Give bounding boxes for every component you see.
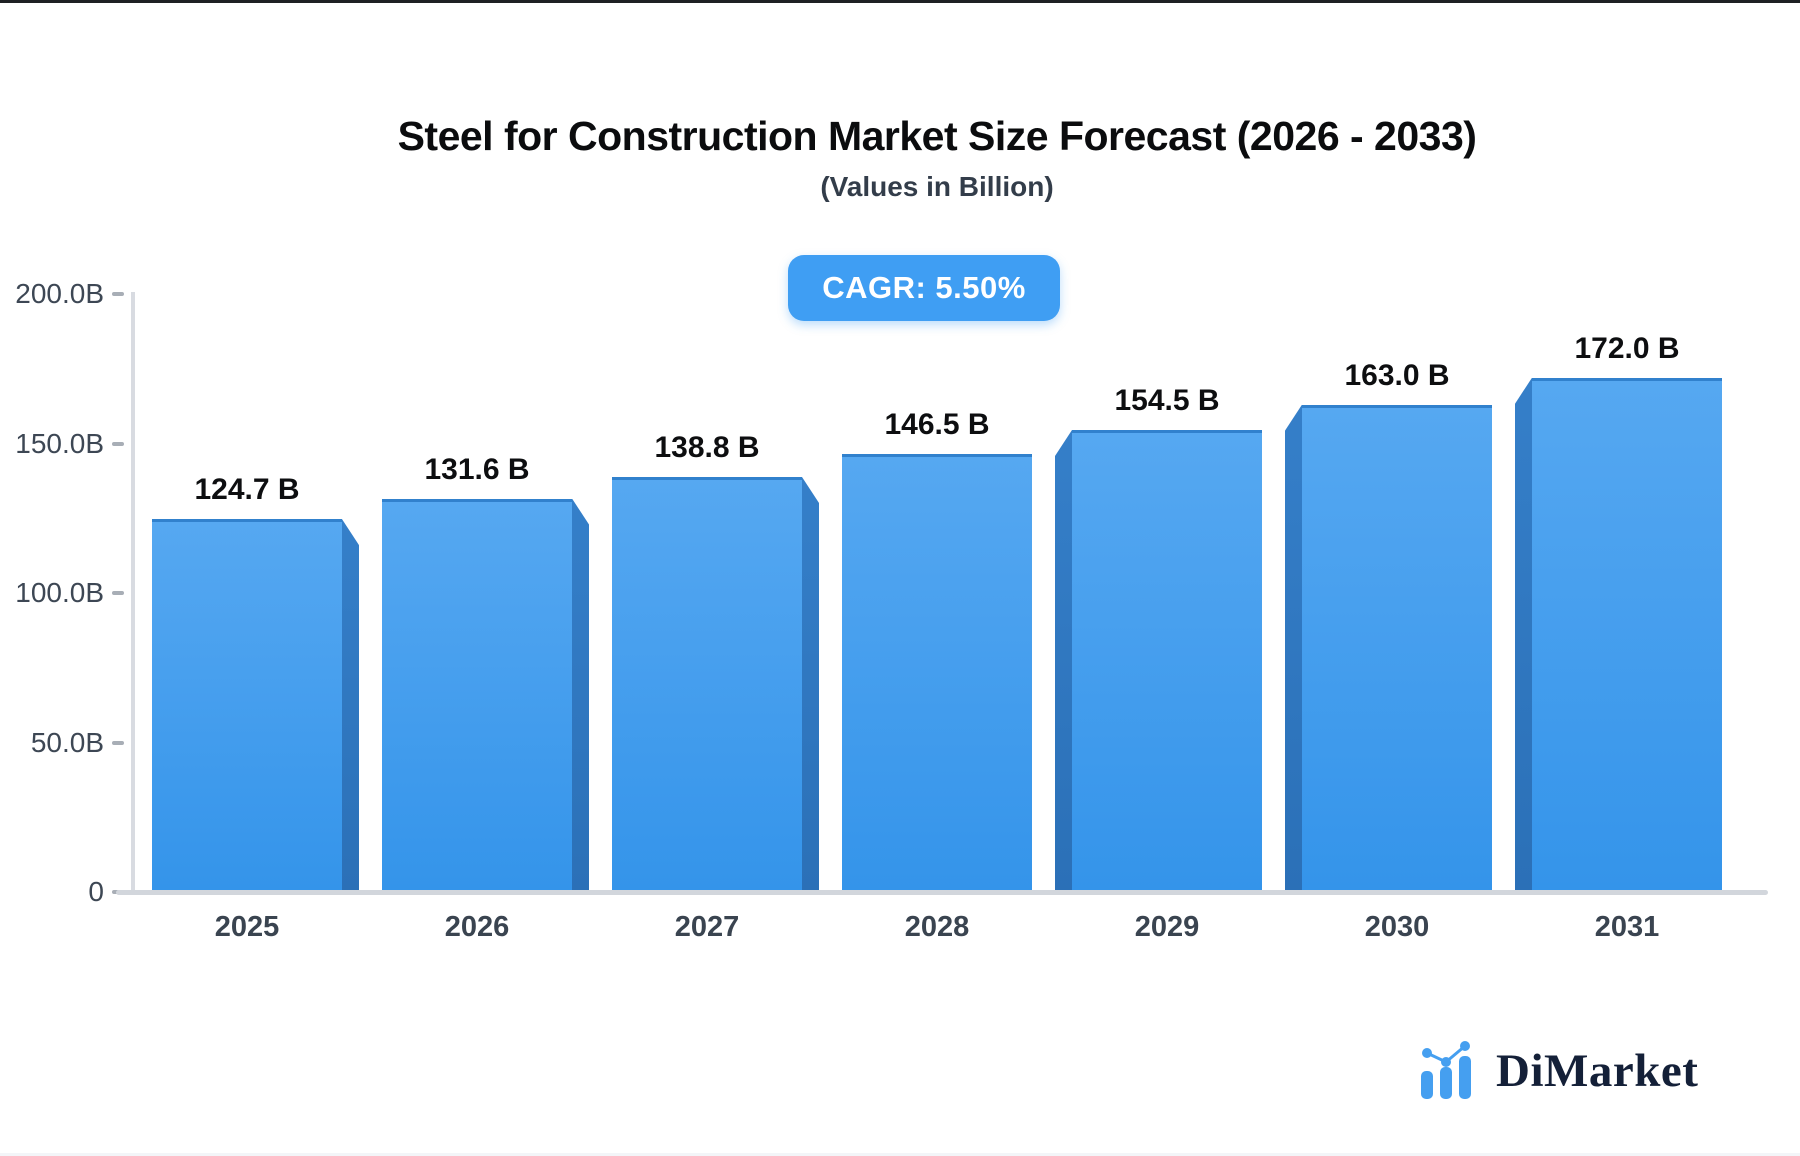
bar-3d-side	[1055, 430, 1072, 892]
bar-2025	[152, 519, 342, 892]
bar-value-label: 163.0 B	[1344, 358, 1450, 392]
bar-value-label: 172.0 B	[1574, 331, 1680, 365]
cagr-badge: CAGR: 5.50%	[788, 255, 1060, 321]
bar-2028	[842, 453, 1032, 892]
y-axis-tick-mark	[112, 441, 124, 446]
bar-3d-side	[1515, 377, 1532, 892]
x-axis-line	[116, 890, 1768, 895]
x-axis-label-2027: 2027	[674, 911, 740, 943]
bar-3d-side	[802, 476, 819, 892]
y-axis-line	[131, 292, 135, 894]
y-axis-tick-label: 0	[88, 876, 104, 907]
bar-chart-logo-icon	[1421, 1041, 1471, 1099]
y-axis-tick-label: 100.0B	[15, 577, 104, 608]
bar-2027	[612, 476, 802, 892]
x-axis-label-2028: 2028	[904, 911, 970, 943]
x-axis-label-2026: 2026	[444, 911, 510, 943]
bar-value-label: 154.5 B	[1114, 384, 1220, 418]
y-axis-tick-label: 50.0B	[30, 726, 104, 758]
x-axis-label-2029: 2029	[1134, 911, 1200, 943]
y-axis-tick-mark	[112, 740, 124, 745]
brand-logo: DiMarket	[1418, 1041, 1698, 1101]
bar-2030	[1302, 404, 1492, 892]
bar-2026	[382, 498, 572, 892]
y-axis-tick-mark	[112, 591, 124, 595]
chart-title: Steel for Construction Market Size Forec…	[397, 113, 1477, 159]
y-axis-tick-mark	[112, 292, 124, 296]
bar-3d-side	[342, 519, 359, 892]
bar-3d-side	[1285, 404, 1302, 892]
x-axis-label-2025: 2025	[214, 911, 280, 943]
bar-2031	[1532, 377, 1722, 892]
bar-value-label: 146.5 B	[884, 407, 990, 441]
x-axis-label-2031: 2031	[1594, 911, 1660, 943]
bar-value-label: 138.8 B	[654, 430, 760, 464]
x-axis-label-2030: 2030	[1364, 911, 1430, 943]
bar-value-label: 124.7 B	[194, 473, 300, 507]
cagr-badge-label: CAGR: 5.50%	[822, 270, 1026, 305]
y-axis-tick-label: 150.0B	[15, 427, 104, 459]
chart-subtitle: (Values in Billion)	[820, 171, 1054, 202]
bar-chart: 200.0B 150.0B 100.0B 50.0B 0 124.7 B 2025 131.6…	[0, 3, 1800, 1153]
y-axis-tick-label: 200.0B	[15, 278, 104, 309]
bar-value-label: 131.6 B	[424, 452, 530, 486]
bar-3d-side	[572, 498, 589, 892]
bar-2029	[1072, 430, 1262, 892]
brand-name: DiMarket	[1496, 1045, 1699, 1097]
